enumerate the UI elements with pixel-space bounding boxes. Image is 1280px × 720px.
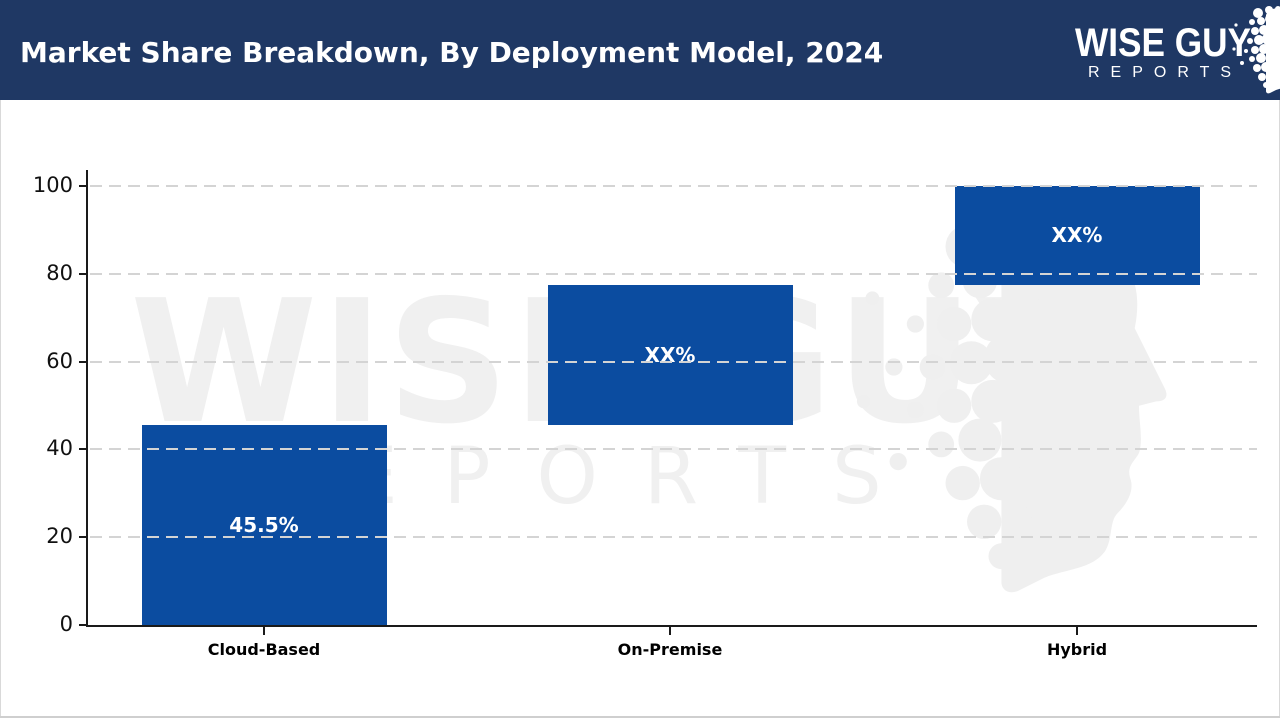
page-title: Market Share Breakdown, By Deployment Mo… xyxy=(20,36,884,69)
y-tick-0 xyxy=(79,624,86,626)
chart-body: WISE GUY REPORTS 0 20 40 60 80 100 45.5% Cloud-… xyxy=(0,100,1280,720)
y-tick-40 xyxy=(79,448,86,451)
bar-hybrid: XX% xyxy=(954,186,1200,285)
left-border xyxy=(0,100,1,717)
header-bar: Market Share Breakdown, By Deployment Mo… xyxy=(0,0,1280,100)
y-tick-80 xyxy=(79,272,86,275)
x-tick-3 xyxy=(1076,627,1078,635)
x-tick-1 xyxy=(263,627,265,635)
gridline-40 xyxy=(90,448,1257,451)
x-axis-line xyxy=(86,625,1257,627)
category-label-1: Cloud-Based xyxy=(207,640,321,659)
y-tick-label-20: 20 xyxy=(46,524,73,549)
gridline-80 xyxy=(90,272,1257,275)
y-tick-100 xyxy=(79,185,86,187)
bar-on-premise: XX% xyxy=(547,284,793,426)
bar-value-label: 45.5% xyxy=(229,513,299,538)
y-tick-label-0: 0 xyxy=(59,612,73,636)
category-label-2: On-Premise xyxy=(617,640,723,659)
gridline-100 xyxy=(90,185,1257,187)
bottom-border xyxy=(0,716,1280,718)
gridline-60 xyxy=(90,360,1257,363)
brand-subtitle: REPORTS xyxy=(1088,64,1243,81)
y-axis-line xyxy=(86,170,88,627)
y-tick-label-40: 40 xyxy=(46,436,73,461)
bar-cloud-based: 45.5% xyxy=(141,425,387,625)
brand-logo: WISE GUY REPORTS xyxy=(1030,0,1280,100)
gridline-20 xyxy=(90,536,1257,539)
brand-name: WISE GUY xyxy=(1075,21,1252,65)
y-tick-label-60: 60 xyxy=(46,348,73,373)
y-tick-20 xyxy=(79,536,86,539)
y-tick-label-100: 100 xyxy=(32,173,73,197)
bar-value-label: XX% xyxy=(644,343,696,367)
category-label-3: Hybrid xyxy=(1046,640,1108,659)
x-tick-2 xyxy=(669,627,671,635)
y-tick-60 xyxy=(79,360,86,363)
bar-value-label: XX% xyxy=(1051,223,1103,248)
y-tick-label-80: 80 xyxy=(46,260,73,285)
